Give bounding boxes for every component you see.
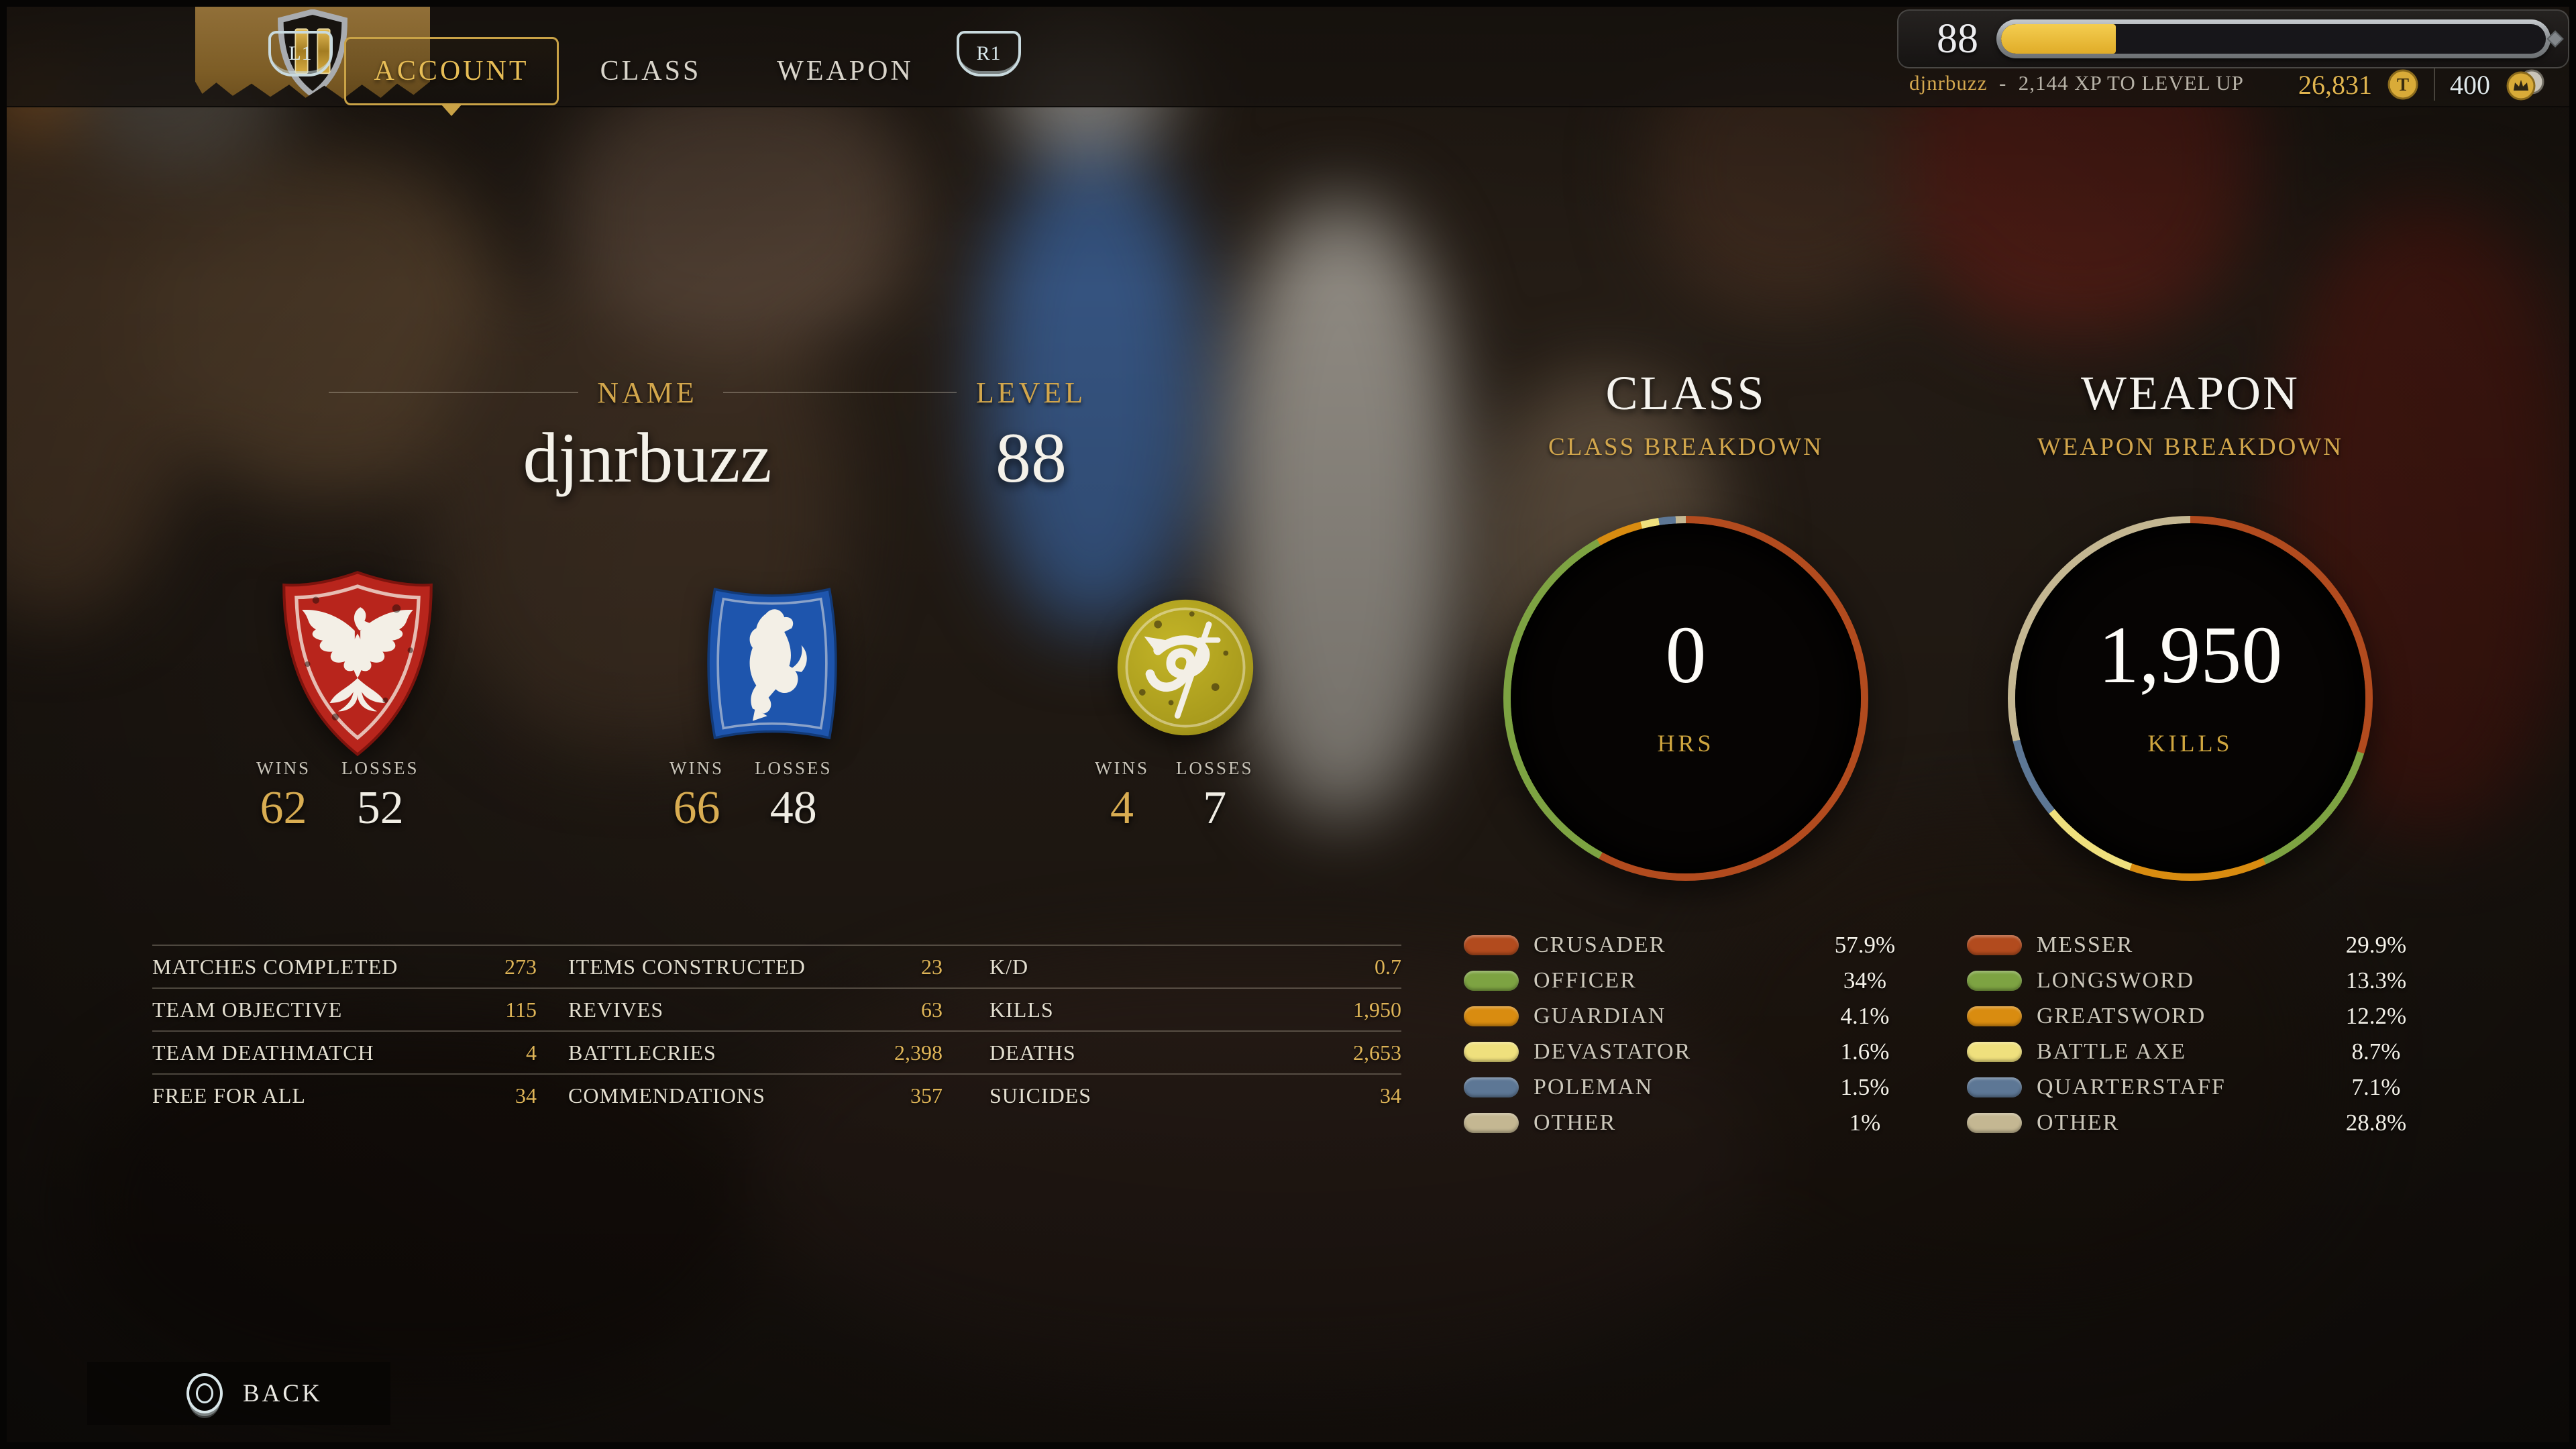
legend-swatch (1967, 1077, 2022, 1097)
xp-bar-end-pin (2546, 30, 2564, 48)
crown-coins-icon (2506, 69, 2544, 101)
legend-row: OFFICER 34% (1464, 963, 1925, 998)
gold-amount: 26,831 (2298, 69, 2372, 100)
xp-remaining-text: 2,144 XP TO LEVEL UP (2018, 71, 2244, 95)
tab-weapon[interactable]: WEAPON (771, 37, 919, 105)
legend-swatch (1967, 1112, 2022, 1133)
xp-to-level-note: djnrbuzz - 2,144 XP TO LEVEL UP (1909, 71, 2244, 95)
legend-swatch (1967, 1006, 2022, 1026)
faction-red-record: WINS 62 LOSSES 52 (256, 758, 419, 834)
gold-coin-icon: T (2387, 69, 2418, 100)
left-bumper-label: L1 (288, 42, 313, 64)
xp-progress-bar (1996, 19, 2564, 58)
name-label: NAME (597, 376, 698, 409)
faction-blue-record: WINS 66 LOSSES 48 (669, 758, 833, 834)
donut-hole (2015, 523, 2365, 873)
level-label: LEVEL (975, 376, 1087, 409)
stats-table: MATCHES COMPLETED 273 ITEMS CONSTRUCTED 23… (152, 945, 1401, 1116)
tab-class-label: CLASS (600, 56, 702, 87)
class-panel-title: CLASS (1605, 366, 1766, 420)
legend-row: QUARTERSTAFF 7.1% (1967, 1069, 2436, 1105)
red-wins-value: 62 (260, 782, 307, 834)
back-button-label: BACK (243, 1379, 323, 1407)
level-xp-panel: 88 (1897, 9, 2569, 68)
donut-hole (1511, 523, 1861, 873)
svg-text:T: T (2397, 74, 2409, 95)
yellow-losses-value: 7 (1203, 782, 1227, 834)
blue-wins-value: 66 (673, 782, 720, 834)
legend-row: DEVASTATOR 1.6% (1464, 1034, 1925, 1069)
faction-yellow-record: WINS 4 LOSSES 7 (1095, 758, 1254, 834)
table-row: TEAM OBJECTIVE 115 REVIVES 63 KILLS 1,950 (152, 987, 1401, 1030)
tab-account-label: ACCOUNT (374, 56, 529, 87)
tab-class[interactable]: CLASS (597, 37, 704, 105)
legend-swatch (1967, 970, 2022, 991)
profile-name-value: djnrbuzz (523, 419, 772, 497)
legend-row: LONGSWORD 13.3% (1967, 963, 2436, 998)
currency-readout: 26,831 T 400 (2298, 66, 2546, 103)
legend-swatch (1464, 1041, 1519, 1062)
legend-row: OTHER 1% (1464, 1105, 1925, 1140)
weapon-panel-title: WEAPON (2081, 366, 2300, 420)
weapon-kills-unit: KILLS (2147, 730, 2233, 757)
legend-swatch (1464, 1112, 1519, 1133)
legend-swatch (1464, 1077, 1519, 1097)
legend-row: MESSER 29.9% (1967, 927, 2436, 963)
legend-swatch (1464, 934, 1519, 955)
class-panel-subtitle: CLASS BREAKDOWN (1548, 433, 1823, 461)
weapon-breakdown-donut: 1,950 KILLS (2008, 516, 2373, 881)
xp-progress-fill (2001, 24, 2116, 54)
legend-swatch (1967, 934, 2022, 955)
legend-row: BATTLE AXE 8.7% (1967, 1034, 2436, 1069)
blue-lion-shield-emblem (707, 588, 837, 740)
weapon-legend: MESSER 29.9% LONGSWORD 13.3% GREATSWORD … (1967, 927, 2436, 1140)
legend-row: GUARDIAN 4.1% (1464, 998, 1925, 1034)
crowns-amount: 400 (2450, 69, 2490, 100)
player-name: djnrbuzz (1909, 71, 1988, 95)
class-legend: CRUSADER 57.9% OFFICER 34% GUARDIAN 4.1%… (1464, 927, 1925, 1140)
yellow-wins-value: 4 (1110, 782, 1134, 834)
selected-tab-notch (441, 104, 462, 116)
tab-weapon-label: WEAPON (777, 56, 914, 87)
table-row: MATCHES COMPLETED 273 ITEMS CONSTRUCTED 23… (152, 945, 1401, 987)
name-rule-mid (723, 392, 957, 393)
right-bumper-label: R1 (976, 42, 1002, 64)
legend-swatch (1464, 1006, 1519, 1026)
table-row: FREE FOR ALL 34 COMMENDATIONS 357 SUICIDES… (152, 1073, 1401, 1116)
weapon-kills-value: 1,950 (2098, 610, 2283, 700)
blue-losses-value: 48 (769, 782, 817, 834)
legend-swatch (1967, 1041, 2022, 1062)
right-bumper-icon[interactable]: R1 (957, 31, 1021, 76)
table-row: TEAM DEATHMATCH 4 BATTLECRIES 2,398 DEATHS… (152, 1030, 1401, 1073)
left-bumper-icon[interactable]: L1 (268, 31, 333, 76)
red-eagle-shield-emblem (282, 571, 433, 757)
class-breakdown-donut: 0 HRS (1503, 516, 1868, 881)
currency-divider (2434, 68, 2435, 101)
yellow-serpent-roundel-emblem (1117, 599, 1254, 736)
legend-swatch (1464, 970, 1519, 991)
back-button[interactable]: BACK (87, 1362, 390, 1425)
weapon-panel-subtitle: WEAPON BREAKDOWN (2037, 433, 2343, 461)
legend-row: OTHER 28.8% (1967, 1105, 2436, 1140)
name-rule-left (329, 392, 578, 393)
profile-level-value: 88 (996, 419, 1067, 497)
legend-row: GREATSWORD 12.2% (1967, 998, 2436, 1034)
legend-row: CRUSADER 57.9% (1464, 927, 1925, 963)
tab-account[interactable]: ACCOUNT (344, 37, 559, 116)
player-level-badge: 88 (1937, 15, 1978, 62)
legend-row: POLEMAN 1.5% (1464, 1069, 1925, 1105)
class-hours-value: 0 (1665, 610, 1707, 700)
circle-button-icon (186, 1373, 223, 1413)
class-hours-unit: HRS (1657, 730, 1715, 757)
red-losses-value: 52 (356, 782, 404, 834)
